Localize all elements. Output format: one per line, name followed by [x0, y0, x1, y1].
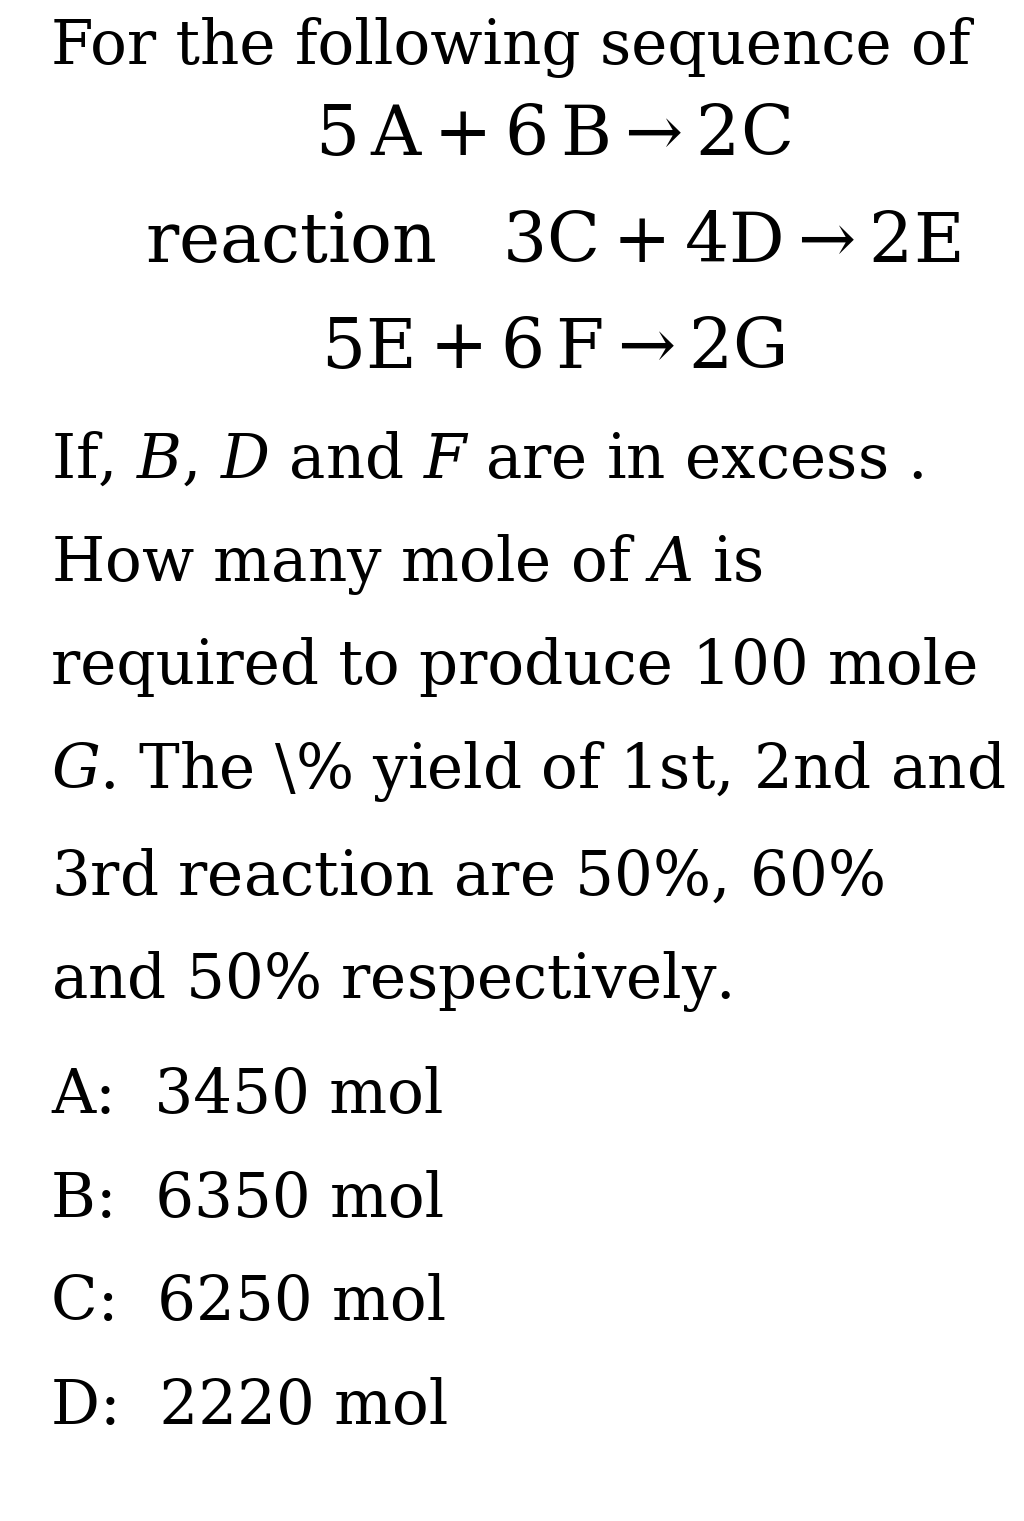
Text: A:  3450 mol: A: 3450 mol — [51, 1066, 443, 1127]
Text: B:  6350 mol: B: 6350 mol — [51, 1170, 444, 1230]
Text: $\mathit{G}$. The \% yield of 1st, 2nd and: $\mathit{G}$. The \% yield of 1st, 2nd a… — [51, 739, 1006, 805]
Text: required to produce 100 mole: required to produce 100 mole — [51, 637, 979, 698]
Text: 3rd reaction are $50\%$, $60\%$: 3rd reaction are $50\%$, $60\%$ — [51, 847, 884, 908]
Text: and $50\%$ respectively.: and $50\%$ respectively. — [51, 949, 732, 1015]
Text: $\mathdefault{5}\,\mathrm{A} + \mathdefault{6}\,\mathrm{B} \rightarrow \mathdefa: $\mathdefault{5}\,\mathrm{A} + \mathdefa… — [315, 103, 791, 169]
Text: If, $\mathit{B}$, $\mathit{D}$ and $\mathit{F}$ are in excess .: If, $\mathit{B}$, $\mathit{D}$ and $\mat… — [51, 430, 924, 491]
Text: D:  2220 mol: D: 2220 mol — [51, 1377, 449, 1437]
Text: C:  6250 mol: C: 6250 mol — [51, 1273, 446, 1334]
Text: How many mole of $\mathit{A}$ is: How many mole of $\mathit{A}$ is — [51, 532, 763, 598]
Text: For the following sequence of: For the following sequence of — [51, 17, 971, 78]
Text: $\mathrm{reaction}\quad\mathdefault{3}\mathrm{C} + \mathdefault{4}\mathrm{D} \ri: $\mathrm{reaction}\quad\mathdefault{3}\m… — [145, 210, 961, 275]
Text: $\mathdefault{5}\mathrm{E} + \mathdefault{6}\,\mathrm{F} \rightarrow \mathdefaul: $\mathdefault{5}\mathrm{E} + \mathdefaul… — [322, 316, 784, 382]
